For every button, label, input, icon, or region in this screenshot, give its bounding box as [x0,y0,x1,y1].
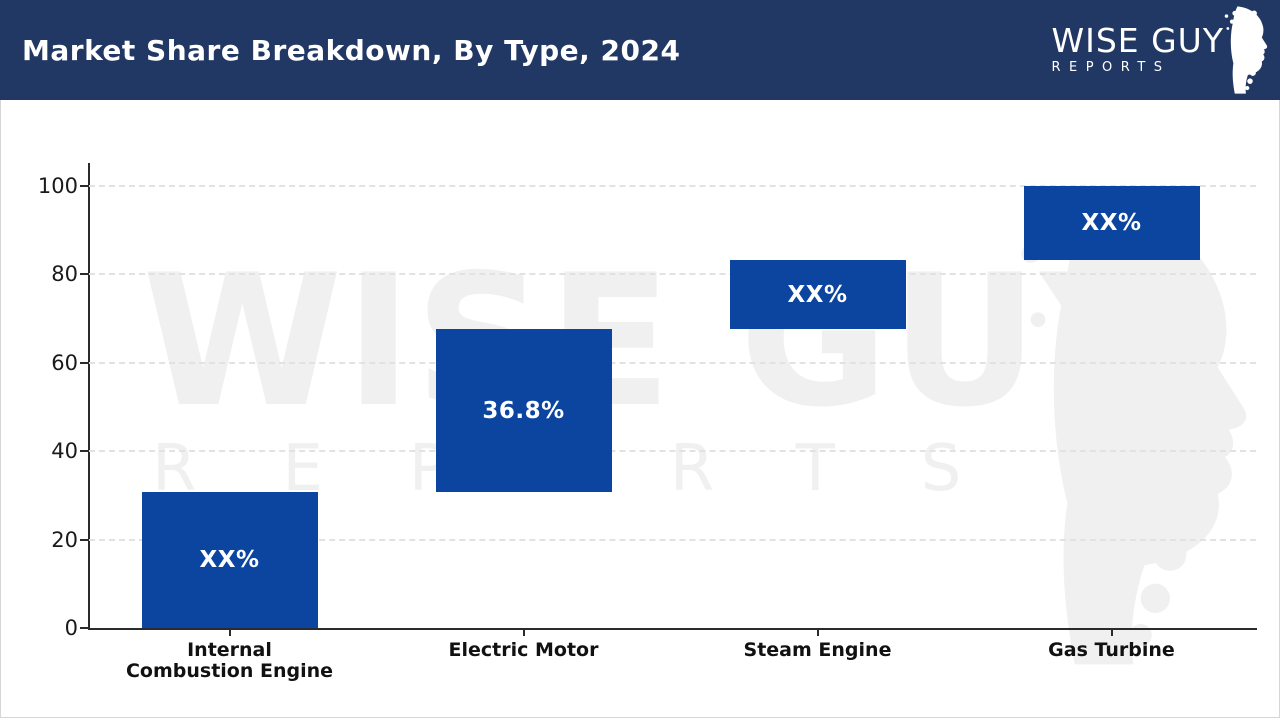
gridline [89,450,1256,453]
header-bar: Market Share Breakdown, By Type, 2024 WI… [0,0,1280,100]
logo-sub: REPORTS [1051,60,1171,75]
wise-guy-face-icon [1224,6,1268,94]
x-category-label: Gas Turbine [1048,639,1175,661]
y-tick [80,273,89,276]
logo: WISE GUY REPORTS [1006,0,1276,100]
y-tick [80,361,89,364]
y-tick-label: 60 [51,350,78,375]
x-tick [816,629,819,636]
gridline [89,361,1256,364]
y-tick [80,538,89,541]
gridline [89,538,1256,541]
x-tick [1110,629,1113,636]
x-category-label: Internal Combustion Engine [125,639,334,682]
chart-title: Market Share Breakdown, By Type, 2024 [22,33,681,67]
y-tick-label: 80 [51,262,78,287]
logo-wordmark: WISE GUY REPORTS [1051,24,1224,75]
bar-value-label: XX% [199,546,260,573]
bar-value-label: XX% [787,281,848,308]
x-category-label: Electric Motor [448,639,599,661]
y-tick [80,627,89,629]
y-tick [80,185,89,187]
y-tick-label: 20 [51,527,78,552]
y-tick-label: 40 [51,439,78,464]
x-category-label: Steam Engine [743,639,892,661]
bar-value-label: XX% [1081,210,1142,237]
x-axis [88,628,1257,630]
logo-name: WISE GUY [1051,21,1224,60]
bar-internal-combustion-engine: XX% [141,491,318,628]
x-tick [228,629,231,636]
gridline [89,185,1256,187]
y-tick-label: 0 [64,616,78,640]
gridline [89,273,1256,276]
x-tick [522,629,525,636]
bar-value-label: 36.8% [482,397,565,424]
y-tick [80,450,89,453]
y-tick-label: 100 [37,174,78,198]
watermark-text-main: WISE GUY [142,235,1175,447]
y-axis [88,163,90,629]
bar-electric-motor: 36.8% [435,329,612,492]
bar-steam-engine: XX% [729,260,906,330]
bar-gas-turbine: XX% [1023,186,1200,261]
